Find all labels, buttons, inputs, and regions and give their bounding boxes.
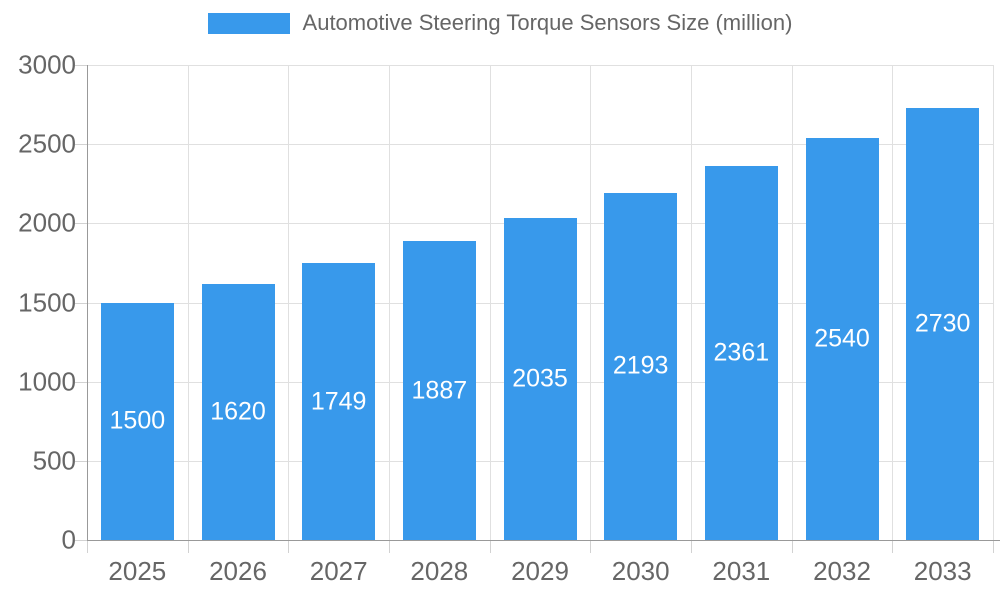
y-gridline — [87, 65, 993, 66]
bar-2026[interactable] — [201, 283, 275, 540]
bar-value-label: 2193 — [612, 351, 669, 380]
x-tick — [791, 540, 793, 553]
legend-item[interactable]: Automotive Steering Torque Sensors Size … — [207, 10, 793, 36]
plot-area: 1500 1620 1749 1887 2035 2193 2361 2540 2730 — [87, 65, 994, 540]
y-tick — [75, 144, 87, 146]
y-axis-label: 1500 — [18, 287, 76, 317]
x-tick — [993, 540, 994, 553]
x-gridline — [590, 65, 592, 540]
bar-2025[interactable] — [100, 302, 174, 540]
y-axis-label: 0 — [61, 524, 76, 555]
bar-value-label: 2035 — [512, 364, 568, 393]
bar-2029[interactable] — [503, 217, 577, 540]
x-axis-label: 2030 — [611, 556, 670, 586]
y-tick — [75, 460, 87, 462]
x-gridline — [993, 65, 994, 540]
bar-2027[interactable] — [302, 263, 376, 540]
x-axis-label: 2033 — [913, 556, 972, 586]
x-tick — [691, 540, 692, 553]
x-axis-label: 2026 — [209, 556, 267, 586]
bar-2028[interactable] — [402, 241, 476, 540]
y-axis-label: 2000 — [18, 207, 76, 238]
bar-value-label: 1749 — [310, 387, 367, 416]
legend: Automotive Steering Torque Sensors Size … — [0, 10, 1000, 36]
x-axis-label: 2029 — [511, 556, 569, 586]
y-tick — [75, 540, 87, 541]
x-axis-label: 2032 — [813, 556, 871, 586]
x-gridline — [489, 65, 491, 540]
x-tick — [590, 540, 592, 553]
x-axis-label: 2028 — [410, 556, 469, 586]
bar-value-label: 1500 — [109, 406, 166, 435]
bar-value-label: 1887 — [411, 376, 468, 405]
x-tick — [892, 540, 894, 553]
y-axis-label: 1000 — [18, 366, 76, 397]
x-tick — [288, 540, 290, 553]
x-tick — [87, 540, 88, 553]
y-tick — [75, 65, 87, 66]
bar-2030[interactable] — [604, 192, 678, 540]
y-tick — [75, 223, 87, 225]
x-axis-line — [87, 540, 1000, 541]
x-gridline — [389, 65, 390, 540]
x-gridline — [691, 65, 692, 540]
y-gridline — [87, 144, 993, 146]
x-tick — [389, 540, 390, 553]
x-tick — [489, 540, 491, 553]
x-gridline — [892, 65, 894, 540]
x-axis-label: 2025 — [108, 556, 167, 586]
legend-swatch — [207, 12, 290, 34]
legend-label: Automotive Steering Torque Sensors Size … — [302, 10, 793, 35]
bar-2033[interactable] — [906, 107, 980, 540]
y-axis-label: 3000 — [18, 49, 76, 80]
x-axis-label: 2031 — [712, 556, 771, 586]
x-axis-label: 2027 — [309, 556, 368, 586]
x-tick — [187, 540, 189, 553]
x-gridline — [187, 65, 189, 540]
bar-value-label: 2361 — [713, 338, 770, 367]
y-axis-line — [87, 65, 88, 540]
bar-2031[interactable] — [704, 166, 778, 540]
y-axis-label: 2500 — [18, 128, 76, 159]
y-axis-label: 500 — [32, 445, 76, 476]
bar-value-label: 2730 — [914, 309, 971, 338]
x-gridline — [288, 65, 290, 540]
x-gridline — [791, 65, 793, 540]
y-tick — [75, 381, 87, 383]
bar-value-label: 2540 — [814, 324, 870, 353]
y-tick — [75, 302, 87, 304]
bar-2032[interactable] — [805, 137, 879, 540]
bar-value-label: 1620 — [210, 397, 266, 426]
